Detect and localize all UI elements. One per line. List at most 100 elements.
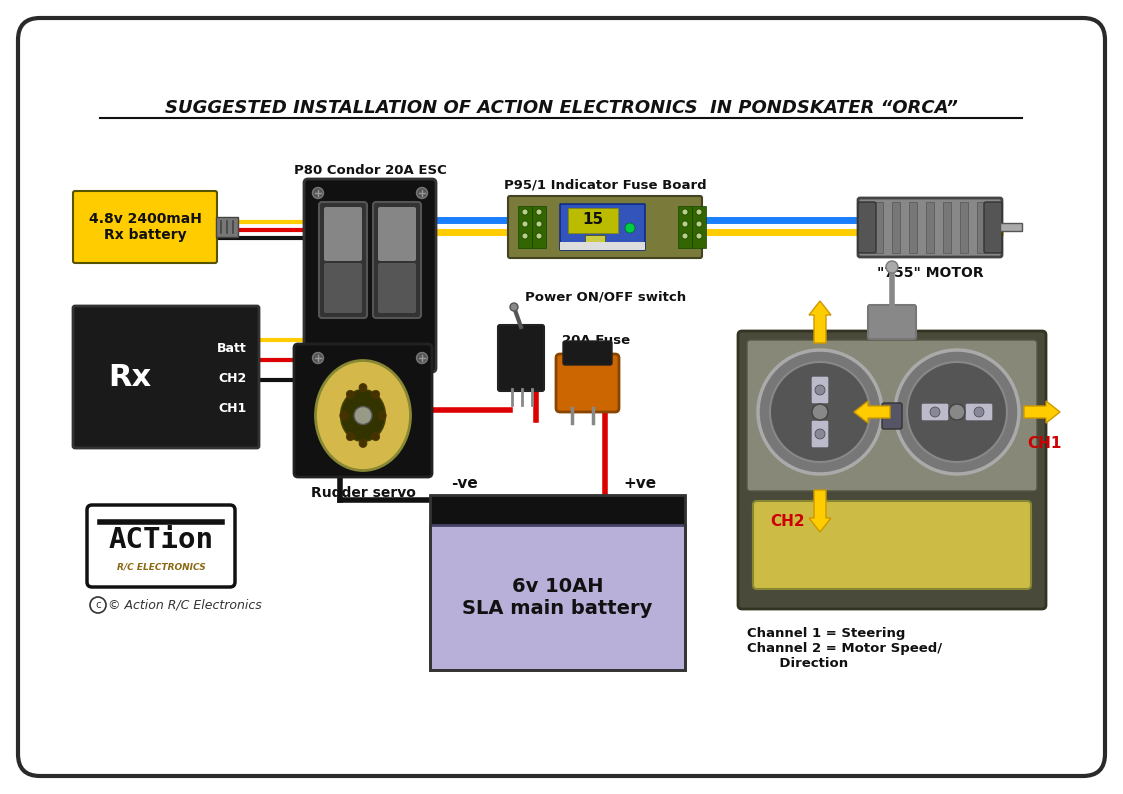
Ellipse shape xyxy=(340,390,385,441)
Circle shape xyxy=(696,209,702,215)
Circle shape xyxy=(312,353,323,364)
Text: Rudder servo: Rudder servo xyxy=(311,486,416,500)
Circle shape xyxy=(536,209,542,215)
FancyBboxPatch shape xyxy=(921,403,949,421)
FancyBboxPatch shape xyxy=(984,202,1002,253)
Text: CH1: CH1 xyxy=(219,403,247,415)
Circle shape xyxy=(536,221,542,227)
Circle shape xyxy=(682,209,688,215)
Circle shape xyxy=(510,303,518,311)
Bar xyxy=(960,202,968,253)
FancyBboxPatch shape xyxy=(378,263,416,313)
Circle shape xyxy=(536,233,542,239)
Text: Channel 1 = Steering
Channel 2 = Motor Speed/
       Direction: Channel 1 = Steering Channel 2 = Motor S… xyxy=(747,627,942,670)
Circle shape xyxy=(930,407,940,417)
FancyBboxPatch shape xyxy=(965,403,993,421)
FancyBboxPatch shape xyxy=(497,325,544,391)
FancyBboxPatch shape xyxy=(858,202,876,253)
FancyBboxPatch shape xyxy=(373,202,421,318)
FancyBboxPatch shape xyxy=(532,206,546,248)
FancyBboxPatch shape xyxy=(294,344,432,477)
Circle shape xyxy=(312,187,323,198)
Circle shape xyxy=(346,391,354,399)
FancyBboxPatch shape xyxy=(86,505,235,587)
FancyBboxPatch shape xyxy=(568,208,618,233)
FancyBboxPatch shape xyxy=(325,207,362,261)
FancyArrow shape xyxy=(809,490,831,532)
Bar xyxy=(943,202,951,253)
Circle shape xyxy=(522,233,528,239)
Bar xyxy=(892,202,900,253)
FancyBboxPatch shape xyxy=(811,420,829,448)
Text: CH2: CH2 xyxy=(770,515,804,530)
FancyBboxPatch shape xyxy=(304,179,436,372)
Circle shape xyxy=(812,404,828,420)
Text: © Action R/C Electronics: © Action R/C Electronics xyxy=(108,599,262,611)
Bar xyxy=(999,223,1022,231)
Text: "755" MOTOR: "755" MOTOR xyxy=(877,266,984,280)
Text: ACTion: ACTion xyxy=(109,526,213,554)
FancyBboxPatch shape xyxy=(508,196,702,258)
Circle shape xyxy=(354,407,372,425)
Text: Batt: Batt xyxy=(217,342,247,356)
FancyBboxPatch shape xyxy=(73,191,217,263)
Circle shape xyxy=(974,407,984,417)
Text: -ve: -ve xyxy=(451,476,478,491)
Bar xyxy=(977,202,985,253)
Circle shape xyxy=(770,362,870,462)
FancyBboxPatch shape xyxy=(678,206,692,248)
Bar xyxy=(430,495,685,525)
Text: SUGGESTED INSTALLATION OF ACTION ELECTRONICS  IN PONDSKATER “ORCA”: SUGGESTED INSTALLATION OF ACTION ELECTRO… xyxy=(165,99,958,117)
Circle shape xyxy=(949,404,965,420)
Circle shape xyxy=(886,261,898,273)
FancyBboxPatch shape xyxy=(585,235,605,245)
Circle shape xyxy=(758,350,882,474)
Circle shape xyxy=(815,429,825,439)
Text: c: c xyxy=(95,600,101,610)
Ellipse shape xyxy=(316,360,411,471)
Text: P80 Condor 20A ESC: P80 Condor 20A ESC xyxy=(293,164,446,176)
FancyBboxPatch shape xyxy=(518,206,532,248)
Circle shape xyxy=(682,221,688,227)
Bar xyxy=(430,495,685,670)
FancyBboxPatch shape xyxy=(18,18,1105,776)
Circle shape xyxy=(417,187,428,198)
Bar xyxy=(909,202,917,253)
Circle shape xyxy=(378,411,386,419)
FancyBboxPatch shape xyxy=(882,403,902,429)
FancyBboxPatch shape xyxy=(216,217,238,237)
FancyArrow shape xyxy=(1024,401,1060,423)
Bar xyxy=(926,202,934,253)
FancyBboxPatch shape xyxy=(560,204,645,250)
Bar xyxy=(430,525,685,670)
FancyBboxPatch shape xyxy=(325,263,362,313)
Circle shape xyxy=(895,350,1019,474)
Circle shape xyxy=(696,233,702,239)
FancyBboxPatch shape xyxy=(556,354,619,412)
Text: 20A Fuse: 20A Fuse xyxy=(562,333,630,346)
FancyBboxPatch shape xyxy=(319,202,367,318)
Circle shape xyxy=(522,221,528,227)
Text: 15: 15 xyxy=(583,213,603,228)
FancyBboxPatch shape xyxy=(378,207,416,261)
Text: 6v 10AH
SLA main battery: 6v 10AH SLA main battery xyxy=(463,577,652,618)
FancyBboxPatch shape xyxy=(868,305,916,339)
Text: CH2: CH2 xyxy=(219,372,247,386)
FancyBboxPatch shape xyxy=(858,198,1002,257)
Bar xyxy=(560,242,645,250)
FancyBboxPatch shape xyxy=(563,341,612,365)
FancyArrow shape xyxy=(853,401,891,423)
Text: 4.8v 2400maH
Rx battery: 4.8v 2400maH Rx battery xyxy=(89,212,201,242)
Circle shape xyxy=(346,433,354,441)
Circle shape xyxy=(359,384,367,391)
Circle shape xyxy=(372,391,380,399)
Text: Rx: Rx xyxy=(109,363,152,391)
FancyBboxPatch shape xyxy=(73,306,259,448)
Text: P95/1 Indicator Fuse Board: P95/1 Indicator Fuse Board xyxy=(504,179,706,191)
Text: Power ON/OFF switch: Power ON/OFF switch xyxy=(524,291,686,303)
FancyArrow shape xyxy=(809,301,831,343)
Text: CH1: CH1 xyxy=(1028,437,1061,452)
Text: R/C ELECTRONICS: R/C ELECTRONICS xyxy=(117,562,206,572)
Circle shape xyxy=(359,440,367,448)
Text: +ve: +ve xyxy=(623,476,657,491)
